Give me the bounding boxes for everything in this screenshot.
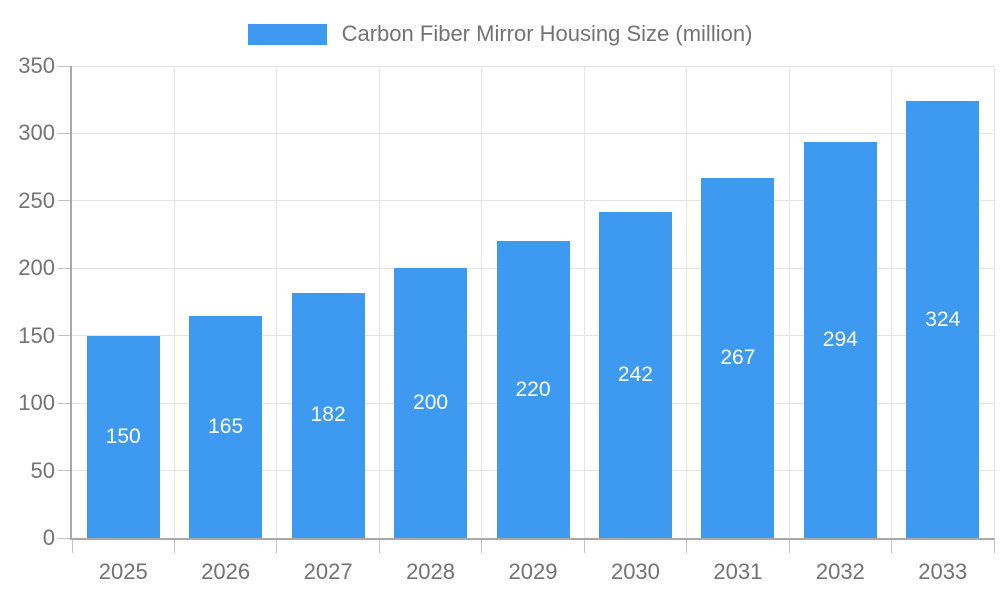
x-tick-label: 2029 <box>508 559 558 584</box>
bar-value-label: 200 <box>413 391 449 415</box>
x-axis-line <box>70 538 994 540</box>
v-gridline <box>276 66 278 538</box>
v-gridline <box>686 66 688 538</box>
x-tick <box>891 538 893 553</box>
y-tick-label: 250 <box>18 187 55 213</box>
h-gridline <box>72 200 994 202</box>
h-gridline <box>72 132 994 134</box>
legend-swatch <box>247 23 327 45</box>
bar-value-label: 242 <box>617 362 653 386</box>
y-tick <box>58 267 72 269</box>
y-tick <box>58 200 72 202</box>
v-gridline <box>378 66 380 538</box>
v-gridline <box>993 66 995 538</box>
bar-value-label: 294 <box>822 327 858 351</box>
bar[interactable]: 182 <box>291 292 365 538</box>
bar[interactable]: 324 <box>906 101 980 538</box>
y-tick <box>58 470 72 472</box>
x-tick <box>583 538 585 553</box>
v-gridline <box>173 66 175 538</box>
y-tick-label: 300 <box>18 120 55 146</box>
bar-value-label: 182 <box>310 403 346 427</box>
y-axis-line <box>70 66 72 538</box>
y-tick <box>58 537 72 539</box>
x-tick <box>71 538 73 553</box>
y-tick <box>58 402 72 404</box>
y-tick-label: 200 <box>18 255 55 281</box>
x-tick <box>481 538 483 553</box>
v-gridline <box>788 66 790 538</box>
y-tick <box>58 65 72 67</box>
x-tick-label: 2033 <box>918 559 968 584</box>
v-gridline <box>481 66 483 538</box>
x-tick-label: 2030 <box>610 559 660 584</box>
x-tick-label: 2027 <box>303 559 353 584</box>
y-tick-label: 350 <box>18 53 55 78</box>
v-gridline <box>583 66 585 538</box>
legend[interactable]: Carbon Fiber Mirror Housing Size (millio… <box>0 21 1000 47</box>
bar-value-label: 267 <box>720 345 756 369</box>
x-tick-label: 2028 <box>406 559 456 584</box>
bar[interactable]: 150 <box>86 335 160 538</box>
legend-label: Carbon Fiber Mirror Housing Size (millio… <box>341 21 753 46</box>
bar[interactable]: 294 <box>803 141 877 538</box>
y-tick-label: 50 <box>30 457 55 483</box>
x-tick <box>276 538 278 553</box>
x-tick <box>173 538 175 553</box>
bar-value-label: 150 <box>105 424 141 448</box>
y-tick-label: 100 <box>18 390 55 416</box>
x-tick-label: 2025 <box>98 559 148 584</box>
bar-value-label: 220 <box>515 377 551 401</box>
x-tick <box>378 538 380 553</box>
bar[interactable]: 242 <box>598 211 672 538</box>
bar-value-label: 324 <box>925 307 961 331</box>
bar[interactable]: 220 <box>496 241 570 538</box>
plot-area: 0 50 100 150 200 250 300 350 2025 150 2026 165 2027 1… <box>18 53 995 584</box>
y-tick-label: 150 <box>18 322 55 348</box>
y-tick-label: 0 <box>42 525 55 550</box>
bar[interactable]: 200 <box>394 268 468 538</box>
bar-value-label: 165 <box>208 414 244 438</box>
y-tick <box>58 335 72 337</box>
x-tick <box>788 538 790 553</box>
x-tick <box>686 538 688 553</box>
bar[interactable]: 267 <box>701 177 775 538</box>
y-tick <box>58 132 72 134</box>
v-gridline <box>891 66 893 538</box>
x-tick-label: 2026 <box>201 559 251 584</box>
x-tick-label: 2032 <box>815 559 865 584</box>
bar[interactable]: 165 <box>189 315 263 538</box>
x-tick <box>993 538 995 553</box>
x-tick-label: 2031 <box>713 559 763 584</box>
h-gridline <box>72 65 994 67</box>
